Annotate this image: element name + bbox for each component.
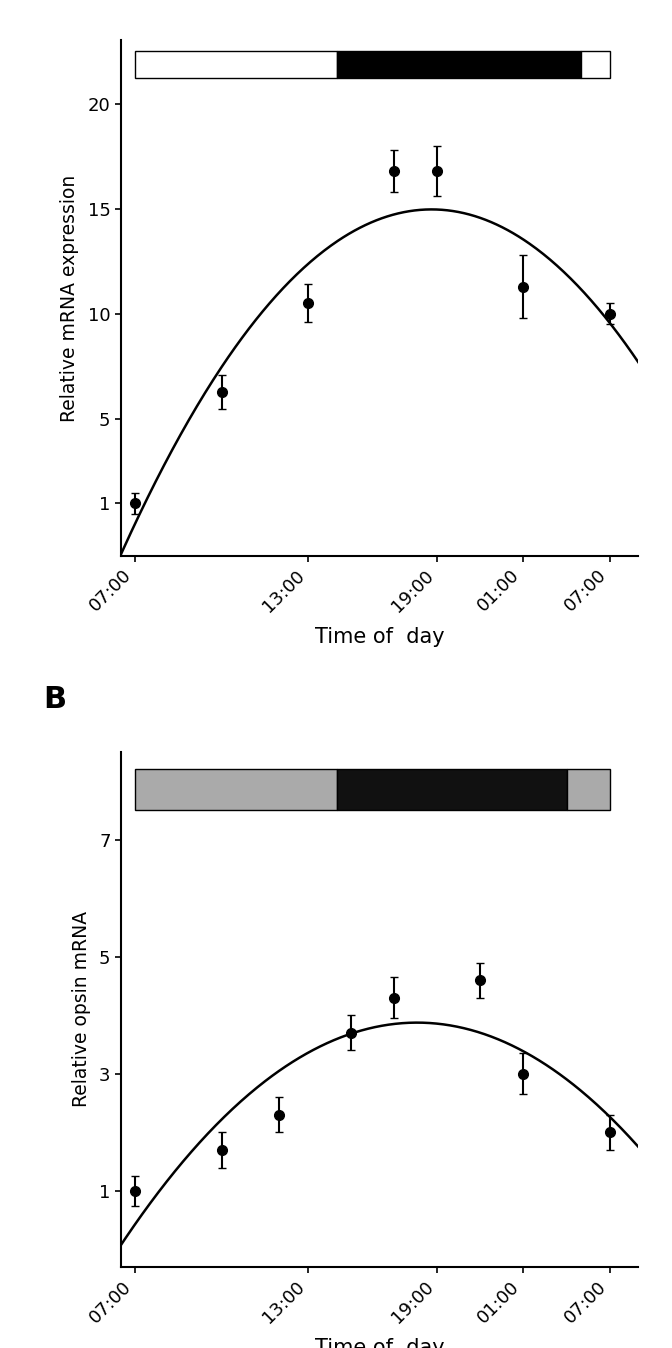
Bar xyxy=(581,51,610,78)
X-axis label: Time of  day: Time of day xyxy=(315,627,444,647)
Bar xyxy=(566,770,610,810)
Bar xyxy=(337,51,581,78)
Text: B: B xyxy=(44,685,67,713)
Y-axis label: Relative opsin mRNA: Relative opsin mRNA xyxy=(72,911,91,1108)
Bar xyxy=(135,770,337,810)
Y-axis label: Relative mRNA expression: Relative mRNA expression xyxy=(60,174,79,422)
Text: A: A xyxy=(44,0,67,3)
X-axis label: Time of  day: Time of day xyxy=(315,1337,444,1348)
Bar xyxy=(135,51,337,78)
Bar xyxy=(337,770,566,810)
